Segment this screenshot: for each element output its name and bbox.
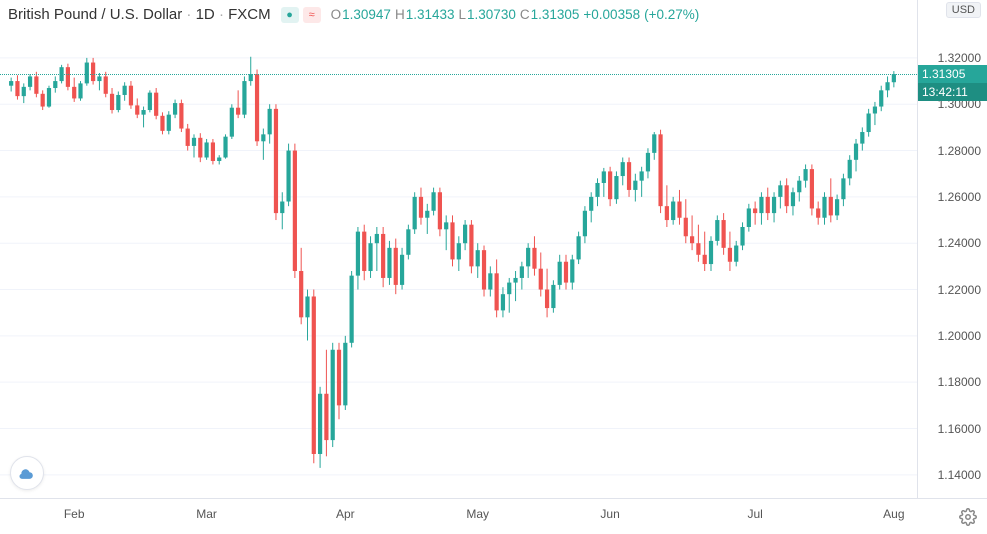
ohlc-open: 1.30947 [342, 7, 391, 22]
symbol-title[interactable]: British Pound / U.S. Dollar · 1D · FXCM [8, 6, 271, 23]
ohlc-low: 1.30730 [467, 7, 516, 22]
settings-icon[interactable] [957, 506, 979, 528]
price-axis-label: 1.14000 [938, 468, 981, 482]
price-axis-label: 1.28000 [938, 144, 981, 158]
time-axis-label: Jun [600, 507, 619, 521]
symbol-name: British Pound / U.S. Dollar [8, 6, 182, 23]
separator-dot: · [186, 6, 191, 23]
price-axis-label: 1.20000 [938, 329, 981, 343]
ohlc-readout: O1.30947 H1.31433 L1.30730 C1.31305 +0.0… [331, 7, 700, 22]
chart-container: British Pound / U.S. Dollar · 1D · FXCM … [0, 0, 987, 534]
last-price-line [0, 74, 917, 75]
currency-unge[interactable]: USD [946, 2, 981, 18]
chart-plot-area[interactable] [0, 0, 917, 498]
bar-countdown-tag: 13:42:11 [918, 83, 987, 101]
chart-header: British Pound / U.S. Dollar · 1D · FXCM … [8, 6, 699, 23]
exchange-label: FXCM [228, 6, 271, 23]
price-axis-label: 1.16000 [938, 422, 981, 436]
time-axis-label: Mar [196, 507, 217, 521]
change-pct: (+0.27%) [644, 7, 699, 22]
current-price-tag: 1.31305 [918, 65, 987, 83]
time-axis[interactable]: Feb Mar Apr May Jun Jul Aug [0, 498, 987, 534]
price-axis[interactable]: USD 1.14000 1.16000 1.18000 1.20000 1.22000 1… [917, 0, 987, 498]
price-axis-label: 1.22000 [938, 283, 981, 297]
ohlc-high: 1.31433 [406, 7, 455, 22]
time-axis-label: Aug [883, 507, 904, 521]
separator-dot: · [219, 6, 224, 23]
price-axis-label: 1.32000 [938, 51, 981, 65]
snapshot-button[interactable] [10, 456, 44, 490]
ohlc-close: 1.31305 [531, 7, 580, 22]
price-axis-label: 1.24000 [938, 236, 981, 250]
price-axis-label: 1.18000 [938, 375, 981, 389]
timeframe-label: 1D [196, 6, 215, 23]
delayed-data-badge[interactable]: ≈ [303, 7, 321, 23]
market-open-badge[interactable]: ● [281, 7, 299, 23]
time-axis-label: Jul [747, 507, 762, 521]
time-axis-label: May [466, 507, 489, 521]
time-axis-label: Apr [336, 507, 355, 521]
time-axis-label: Feb [64, 507, 85, 521]
price-axis-label: 1.26000 [938, 190, 981, 204]
change-abs: +0.00358 [583, 7, 640, 22]
indicator-badges: ● ≈ [281, 7, 321, 23]
